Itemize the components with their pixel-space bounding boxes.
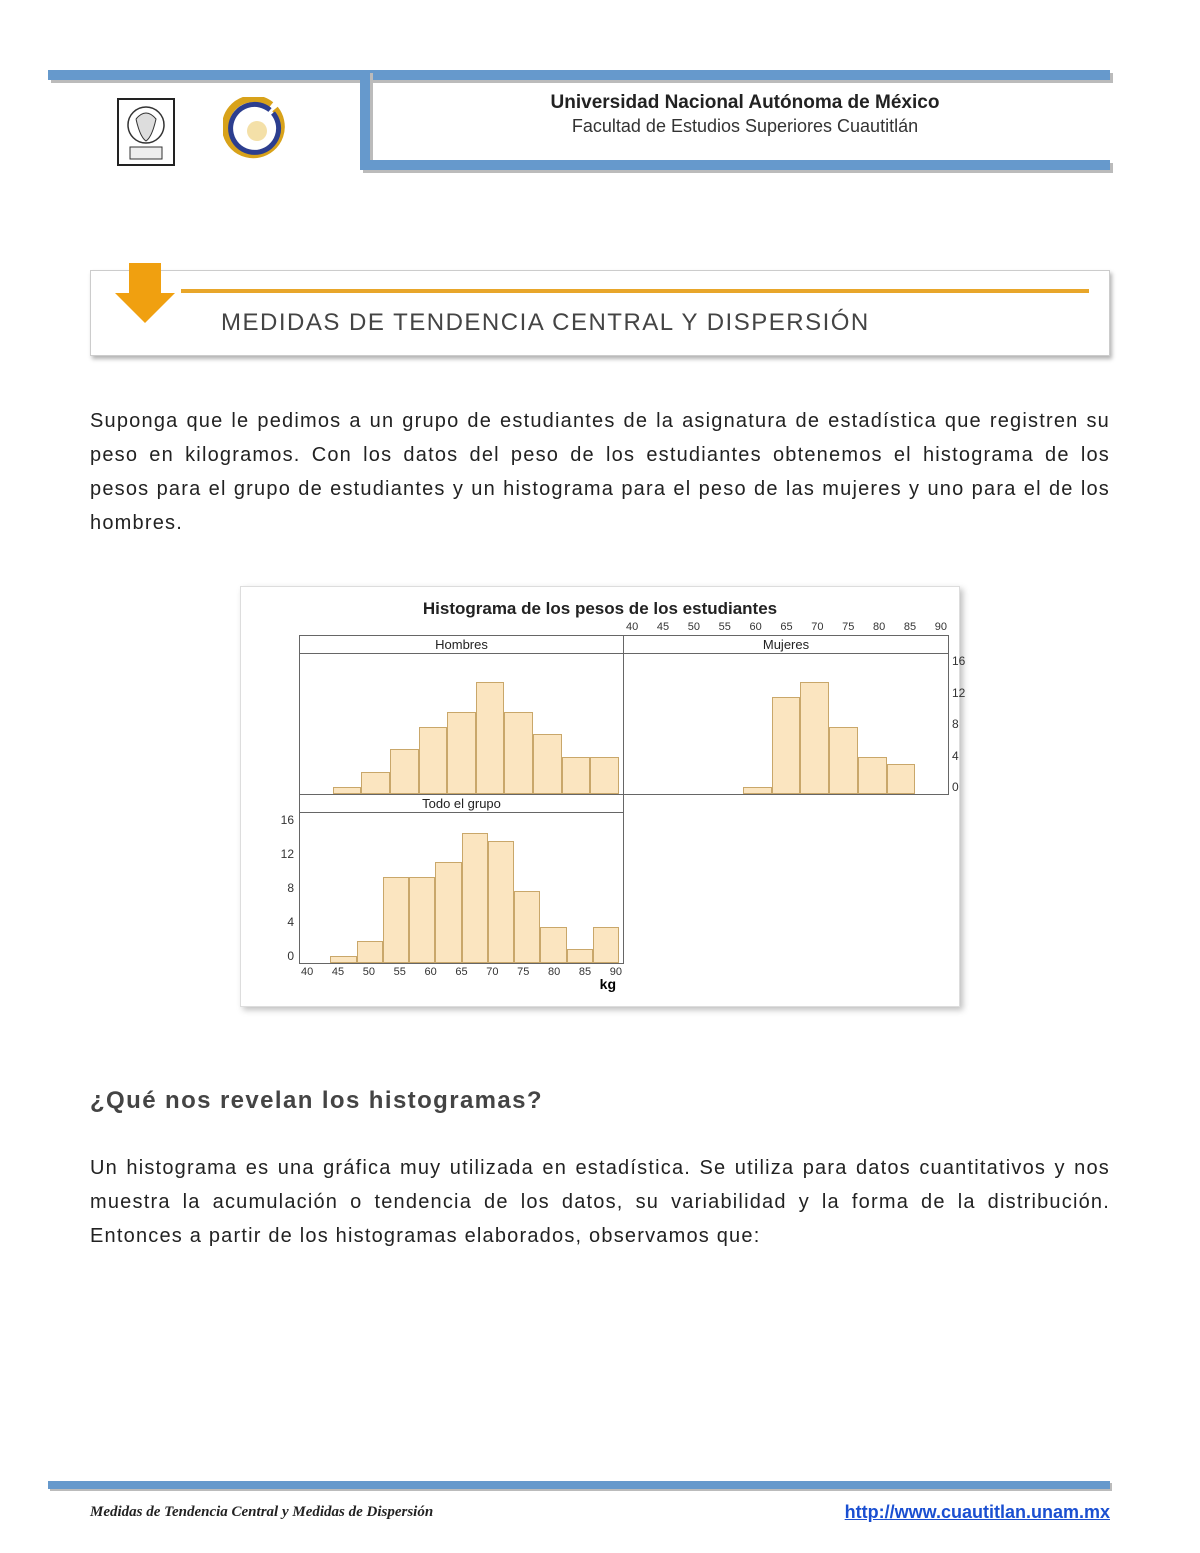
- x-tick: 45: [332, 966, 344, 978]
- x-tick: 55: [394, 966, 406, 978]
- x-tick: 50: [688, 621, 700, 633]
- header-bar-top: [48, 70, 1110, 80]
- x-tick: 85: [904, 621, 916, 633]
- x-tick: 50: [363, 966, 375, 978]
- y-tick: 0: [262, 949, 294, 963]
- left-column: Hombres Todo el grupo 1612840 40 45 50 55 60…: [299, 635, 624, 992]
- x-tick: 80: [548, 966, 560, 978]
- histogram-bar: [361, 772, 390, 794]
- x-axis-label: kg: [299, 976, 624, 992]
- bars-mujeres: [628, 660, 944, 794]
- footer-bar: [48, 1481, 1110, 1489]
- x-tick: 70: [811, 621, 823, 633]
- histogram-bar: [330, 956, 356, 963]
- footer-row: Medidas de Tendencia Central y Medidas d…: [90, 1502, 1110, 1523]
- x-tick: 65: [455, 966, 467, 978]
- histogram-bar: [488, 841, 514, 963]
- histogram-bar: [514, 891, 540, 963]
- y-tick: 4: [262, 915, 294, 929]
- x-tick: 45: [657, 621, 669, 633]
- x-tick: 40: [301, 966, 313, 978]
- histogram-bar: [829, 727, 858, 794]
- y-tick: 4: [952, 749, 982, 763]
- header-text-block: Universidad Nacional Autónoma de México …: [400, 92, 1090, 137]
- y-tick: 16: [952, 654, 982, 668]
- footer-link[interactable]: http://www.cuautitlan.unam.mx: [845, 1502, 1110, 1523]
- x-tick: 55: [719, 621, 731, 633]
- down-arrow-icon: [105, 259, 185, 329]
- faculty-name: Facultad de Estudios Superiores Cuautitl…: [400, 116, 1090, 137]
- title-gold-line: [181, 289, 1089, 293]
- panel-hombres-label: Hombres: [300, 636, 623, 654]
- intro-paragraph: Suponga que le pedimos a un grupo de est…: [90, 404, 1110, 540]
- fes-logo: [222, 92, 294, 172]
- histogram-bar: [476, 682, 505, 794]
- x-tick: 60: [425, 966, 437, 978]
- right-column: Mujeres 1612840: [624, 635, 949, 992]
- y-tick: 8: [262, 881, 294, 895]
- histogram-bar: [593, 927, 619, 963]
- histogram-bar: [800, 682, 829, 794]
- subheading: ¿Qué nos revelan los histogramas?: [90, 1087, 1110, 1115]
- histogram-bar: [590, 757, 619, 794]
- histogram-bar: [383, 877, 409, 963]
- histogram-bar: [562, 757, 591, 794]
- histogram-bar: [435, 862, 461, 963]
- histogram-bar: [533, 734, 562, 794]
- histogram-bar: [772, 697, 801, 794]
- page-title: MEDIDAS DE TENDENCIA CENTRAL Y DISPERSIÓ…: [221, 309, 1089, 337]
- histogram-bar: [504, 712, 533, 794]
- histogram-bar: [409, 877, 435, 963]
- x-tick: 40: [626, 621, 638, 633]
- figure-title: Histograma de los pesos de los estudiant…: [251, 599, 949, 619]
- second-paragraph: Un histograma es una gráfica muy utiliza…: [90, 1151, 1110, 1253]
- histogram-bar: [333, 787, 362, 794]
- panel-todo: Todo el grupo 1612840: [299, 795, 624, 964]
- x-tick: 75: [842, 621, 854, 633]
- x-tick: 85: [579, 966, 591, 978]
- x-tick: 60: [750, 621, 762, 633]
- histogram-bar: [447, 712, 476, 794]
- footer-caption: Medidas de Tendencia Central y Medidas d…: [90, 1504, 433, 1521]
- y-ticks-mujeres: 16 12 8 4 0: [952, 654, 982, 794]
- title-banner: MEDIDAS DE TENDENCIA CENTRAL Y DISPERSIÓ…: [90, 270, 1110, 356]
- x-tick: 90: [935, 621, 947, 633]
- x-tick: 65: [780, 621, 792, 633]
- y-tick: 12: [262, 847, 294, 861]
- header-bar-vertical: [360, 70, 370, 170]
- unam-logo: [110, 92, 182, 172]
- histogram-figure: Histograma de los pesos de los estudiant…: [240, 586, 960, 1007]
- histogram-bar: [567, 949, 593, 963]
- bars-todo: [304, 819, 619, 963]
- y-tick: 8: [952, 717, 982, 731]
- panel-mujeres-label: Mujeres: [624, 636, 948, 654]
- panels-area: Número de estudiantes Hombres Todo el gr…: [251, 635, 949, 992]
- x-tick: 70: [486, 966, 498, 978]
- panel-mujeres: Mujeres 1612840: [624, 635, 949, 795]
- x-tick: 80: [873, 621, 885, 633]
- histogram-bar: [858, 757, 887, 794]
- logos-group: [110, 92, 294, 172]
- y-ticks-todo: 16 12 8 4 0: [262, 813, 294, 963]
- y-tick: 12: [952, 686, 982, 700]
- histogram-bar: [462, 833, 488, 963]
- panel-hombres: Hombres: [299, 635, 624, 795]
- histogram-bar: [357, 941, 383, 963]
- x-tick: 75: [517, 966, 529, 978]
- y-tick: 0: [952, 780, 982, 794]
- panel-todo-label: Todo el grupo: [300, 795, 623, 813]
- bars-hombres: [304, 660, 619, 794]
- histogram-bar: [887, 764, 916, 794]
- university-name: Universidad Nacional Autónoma de México: [400, 92, 1090, 114]
- histogram-bar: [419, 727, 448, 794]
- histogram-bar: [743, 787, 772, 794]
- document-page: Universidad Nacional Autónoma de México …: [0, 0, 1200, 1553]
- header-bar-lower: [360, 160, 1110, 170]
- y-tick: 16: [262, 813, 294, 827]
- x-ticks-top: 40 45 50 55 60 65 70 75 80 85 90: [624, 621, 949, 635]
- histogram-bar: [540, 927, 566, 963]
- histogram-bar: [390, 749, 419, 794]
